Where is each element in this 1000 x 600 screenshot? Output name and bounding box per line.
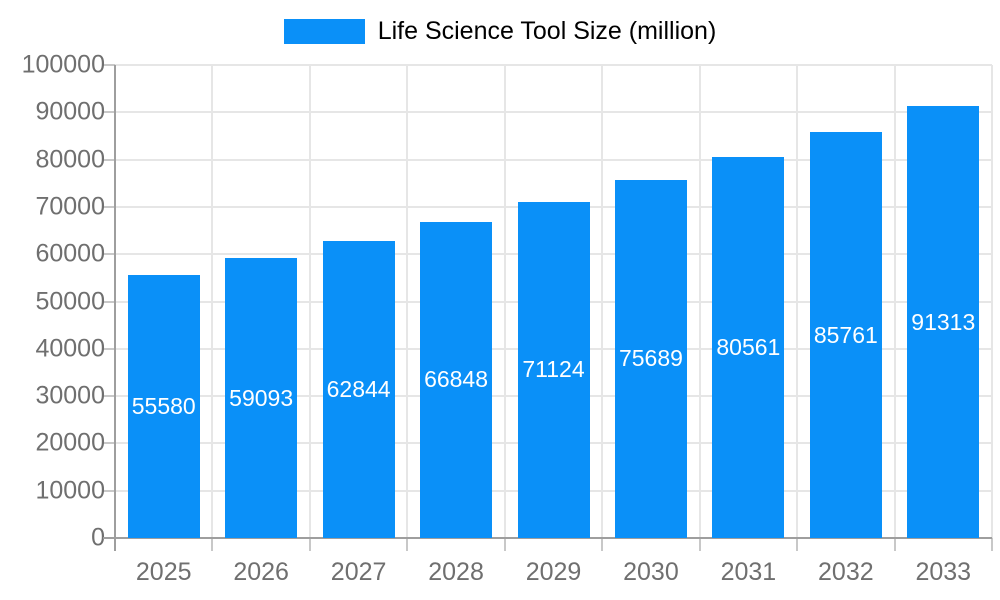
bar-value-label: 85761 xyxy=(813,321,878,348)
y-axis-tick xyxy=(103,347,115,350)
x-axis-tick xyxy=(698,538,701,551)
bar-value-label: 75689 xyxy=(618,345,683,372)
y-axis-tick xyxy=(103,300,115,303)
bar[interactable]: 62844 xyxy=(322,240,395,538)
bar-value-label: 62844 xyxy=(326,375,391,402)
x-axis-label: 2032 xyxy=(818,558,874,586)
y-axis-label: 80000 xyxy=(35,145,105,174)
v-gridline xyxy=(601,65,604,538)
y-axis-tick xyxy=(103,442,115,445)
bar-value-label: 55580 xyxy=(131,393,196,420)
y-axis-label: 10000 xyxy=(35,476,105,505)
bar-value-label: 66848 xyxy=(424,366,489,393)
x-axis-label: 2026 xyxy=(233,558,289,586)
h-gridline xyxy=(115,158,992,161)
x-axis-label: 2025 xyxy=(135,558,192,586)
bar[interactable]: 85761 xyxy=(809,132,882,538)
bar[interactable]: 59093 xyxy=(225,258,298,538)
x-axis-tick xyxy=(503,538,506,551)
x-axis-label: 2033 xyxy=(915,558,972,586)
bar-value-label: 80561 xyxy=(716,333,781,360)
v-gridline xyxy=(893,65,896,538)
y-axis-label: 0 xyxy=(91,523,105,552)
x-axis-tick xyxy=(893,538,896,551)
y-axis-tick xyxy=(103,395,115,398)
v-gridline xyxy=(991,65,993,538)
y-axis-tick xyxy=(103,489,115,492)
y-axis-label: 90000 xyxy=(35,97,105,126)
x-axis-tick xyxy=(406,538,409,551)
y-axis-tick xyxy=(103,64,115,66)
x-axis-tick xyxy=(796,538,799,551)
x-axis-label: 2029 xyxy=(525,558,582,586)
y-axis-label: 70000 xyxy=(35,192,105,221)
h-gridline xyxy=(115,64,992,66)
y-axis-tick xyxy=(103,253,115,256)
legend-label: Life Science Tool Size (million) xyxy=(377,17,717,45)
x-axis-tick xyxy=(601,538,604,551)
y-axis-tick xyxy=(103,111,115,114)
v-gridline xyxy=(698,65,701,538)
y-axis-label: 60000 xyxy=(35,239,105,268)
x-axis-tick xyxy=(211,538,214,551)
v-gridline xyxy=(796,65,799,538)
y-axis-label: 20000 xyxy=(35,428,105,457)
v-gridline xyxy=(503,65,506,538)
v-gridline xyxy=(406,65,409,538)
bar[interactable]: 80561 xyxy=(712,156,785,538)
bar[interactable]: 55580 xyxy=(127,275,200,538)
bar-value-label: 59093 xyxy=(229,384,294,411)
x-axis-label: 2027 xyxy=(330,558,387,586)
h-gridline xyxy=(115,111,992,114)
x-axis-tick xyxy=(991,538,993,551)
x-axis-baseline xyxy=(103,537,992,539)
bar[interactable]: 66848 xyxy=(420,221,493,538)
x-axis-label: 2031 xyxy=(720,558,777,586)
y-axis-tick xyxy=(103,205,115,208)
x-axis-label: 2028 xyxy=(428,558,484,586)
y-axis-label: 40000 xyxy=(35,334,105,363)
y-axis-label: 30000 xyxy=(35,381,105,410)
bar[interactable]: 91313 xyxy=(907,106,980,538)
x-axis-tick xyxy=(308,538,311,551)
bar[interactable]: 71124 xyxy=(517,201,590,538)
x-axis-label: 2030 xyxy=(623,558,679,586)
bar[interactable]: 75689 xyxy=(614,179,687,538)
y-axis-label: 100000 xyxy=(21,50,105,79)
v-gridline xyxy=(211,65,214,538)
y-axis-line xyxy=(114,65,116,551)
v-gridline xyxy=(308,65,311,538)
y-axis-label: 50000 xyxy=(35,287,105,315)
chart-legend[interactable]: Life Science Tool Size (million) xyxy=(0,17,1000,46)
y-axis-tick xyxy=(103,158,115,161)
bar-value-label: 71124 xyxy=(522,356,585,383)
bar-value-label: 91313 xyxy=(911,308,976,335)
legend-swatch xyxy=(283,19,365,44)
